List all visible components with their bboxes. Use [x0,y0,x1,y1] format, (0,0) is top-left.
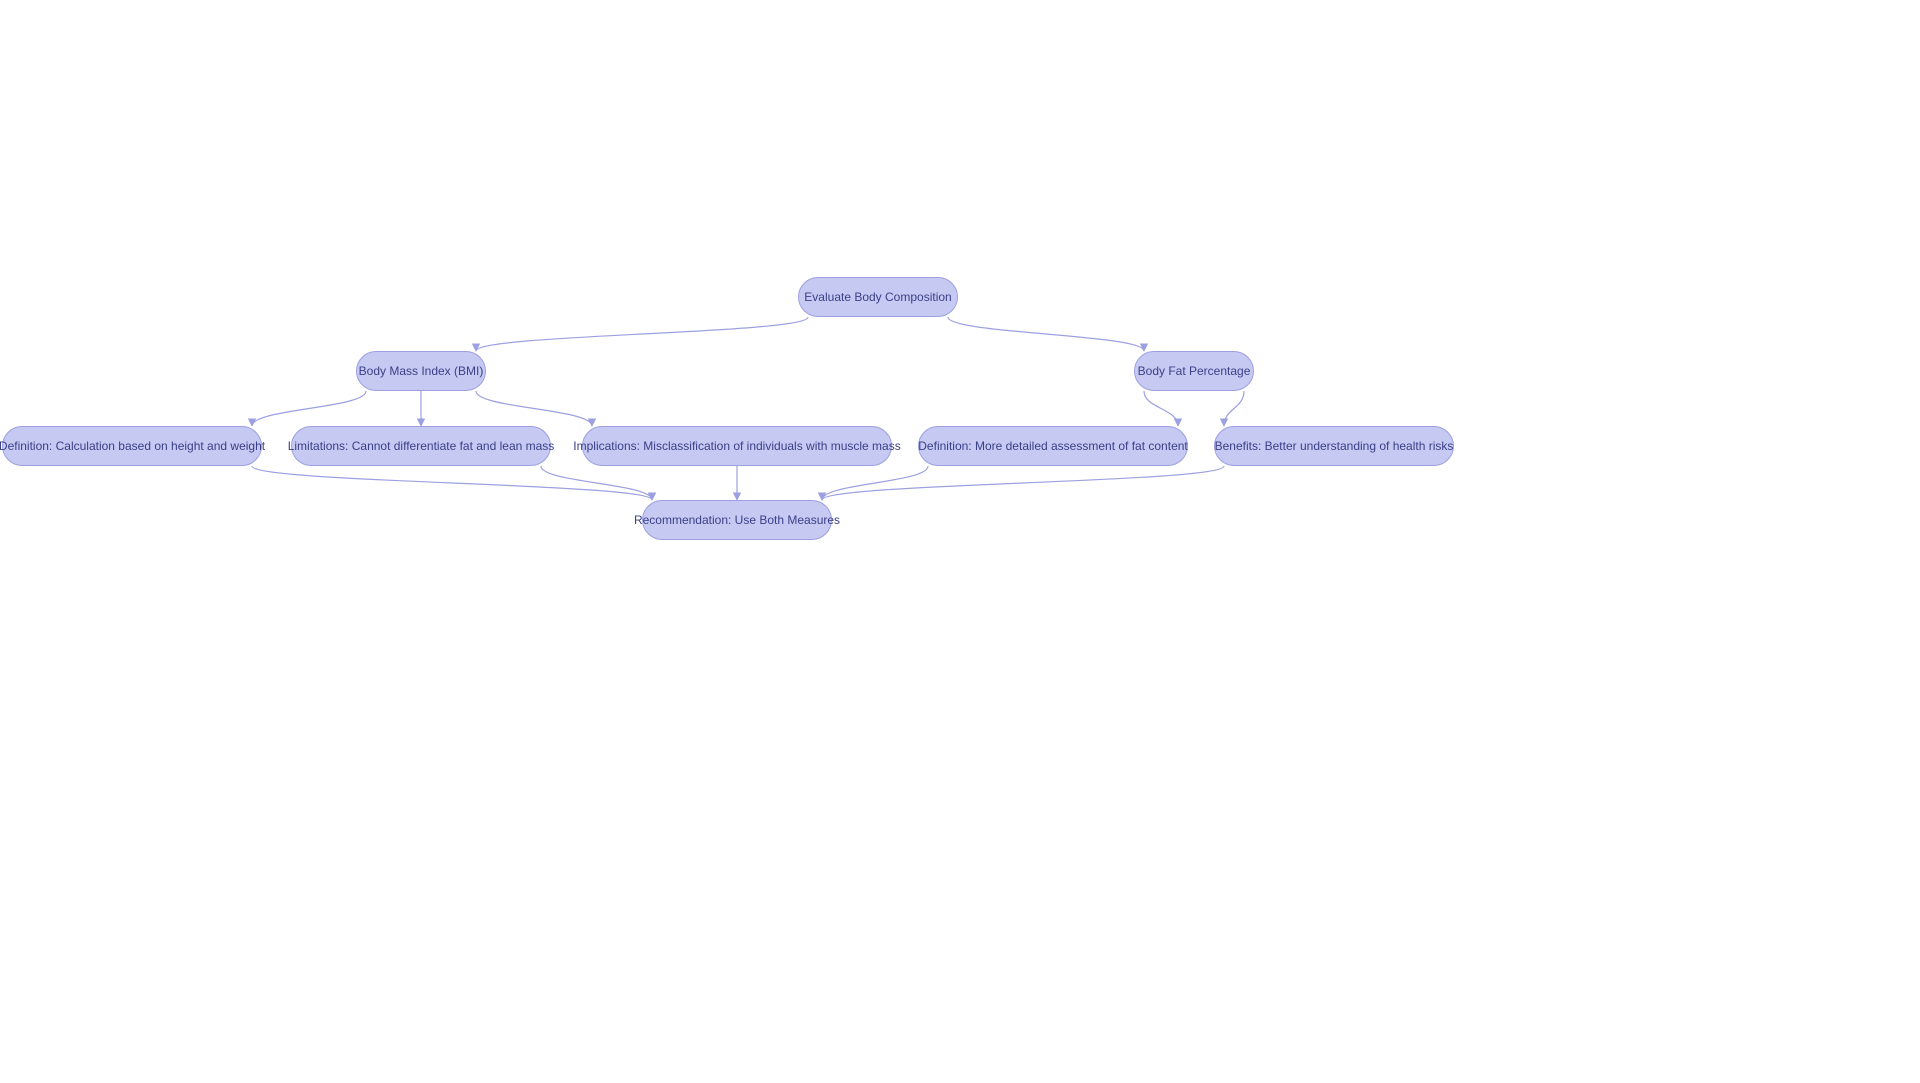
node-bfp-label: Body Fat Percentage [1138,364,1251,378]
node-bmi_lim: Limitations: Cannot differentiate fat an… [291,426,551,466]
node-bmi: Body Mass Index (BMI) [356,351,486,391]
node-bmi_imp-label: Implications: Misclassification of indiv… [573,439,900,453]
edge-bfp_ben-to-rec [822,466,1224,500]
edge-bfp_def-to-rec [822,466,928,500]
edge-bfp-to-bfp_def [1144,391,1178,426]
node-bmi_imp: Implications: Misclassification of indiv… [582,426,892,466]
node-root-label: Evaluate Body Composition [804,290,951,304]
edge-bmi-to-bmi_imp [476,391,592,426]
flowchart-canvas: Evaluate Body Composition Body Mass Index… [0,0,1920,1083]
edges-layer [0,0,1920,1083]
node-bmi-label: Body Mass Index (BMI) [359,364,484,378]
edge-root-to-bfp [948,317,1144,351]
node-bfp_def: Definition: More detailed assessment of … [918,426,1188,466]
node-bmi_lim-label: Limitations: Cannot differentiate fat an… [288,439,555,453]
node-bfp: Body Fat Percentage [1134,351,1254,391]
node-rec: Recommendation: Use Both Measures [642,500,832,540]
edge-bmi_lim-to-rec [541,466,652,500]
node-bfp_def-label: Definition: More detailed assessment of … [918,439,1187,453]
node-bmi_def: Definition: Calculation based on height … [2,426,262,466]
node-bfp_ben: Benefits: Better understanding of health… [1214,426,1454,466]
edge-bmi_def-to-rec [252,466,652,500]
edge-bfp-to-bfp_ben [1224,391,1244,426]
node-bfp_ben-label: Benefits: Better understanding of health… [1215,439,1454,453]
edge-root-to-bmi [476,317,808,351]
node-bmi_def-label: Definition: Calculation based on height … [0,439,265,453]
node-rec-label: Recommendation: Use Both Measures [634,513,840,527]
edge-bmi-to-bmi_def [252,391,366,426]
node-root: Evaluate Body Composition [798,277,958,317]
